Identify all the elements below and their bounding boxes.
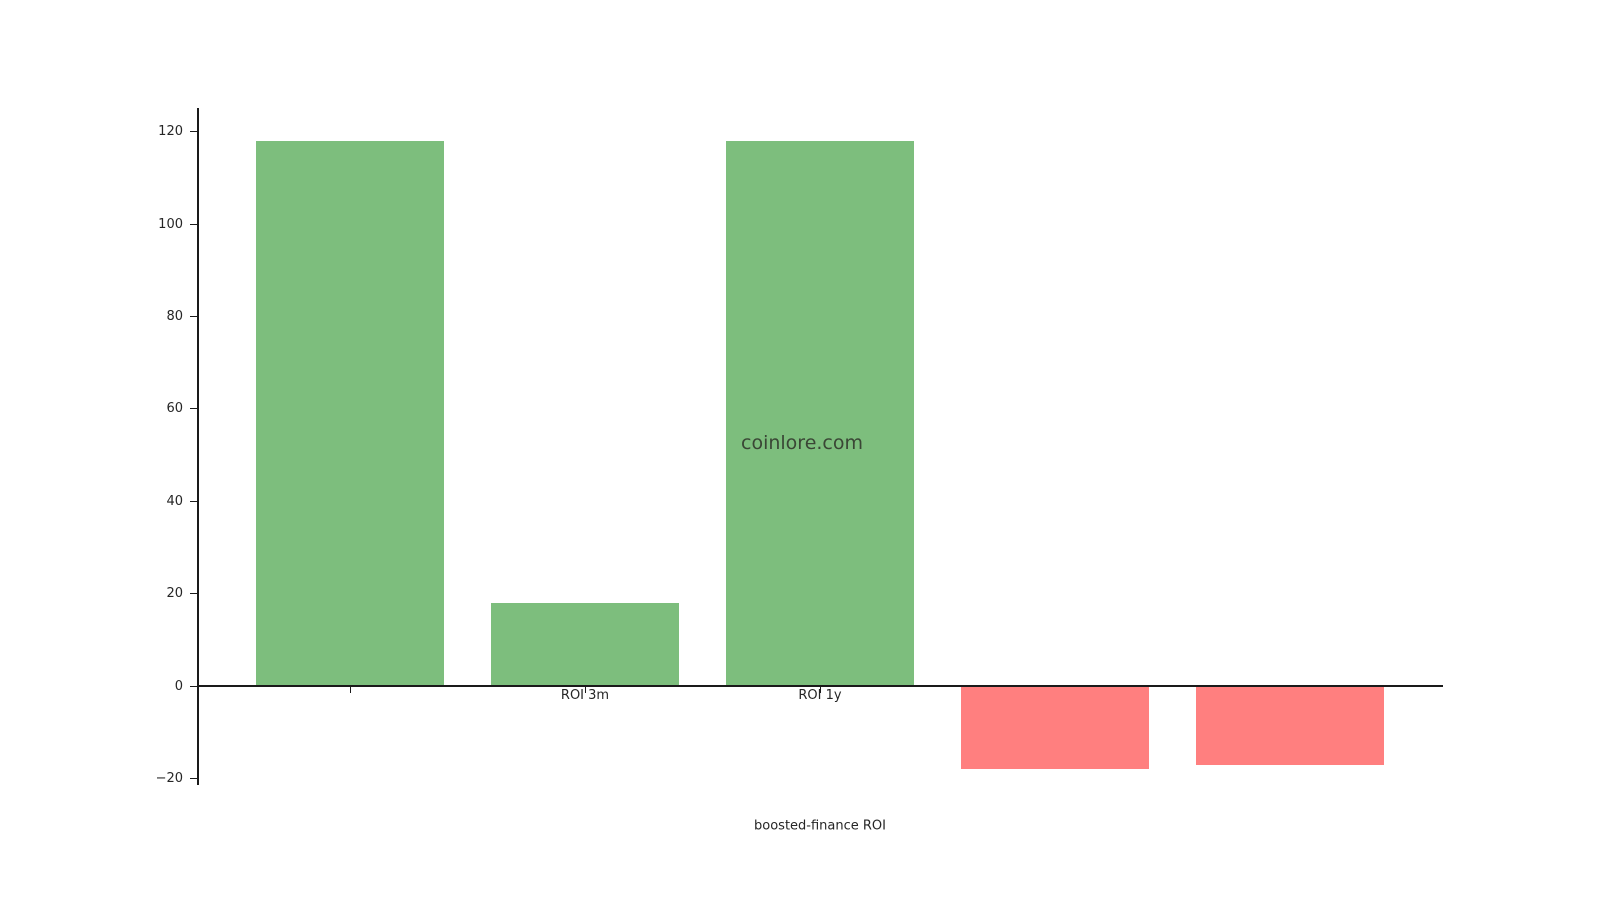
- bar-positive: [726, 140, 914, 686]
- x-axis-line: [197, 685, 1443, 687]
- y-tick: [190, 408, 197, 410]
- x-tick: [584, 686, 586, 693]
- y-tick-label: 120: [158, 124, 183, 140]
- y-axis-spine: [197, 108, 199, 785]
- y-tick: [190, 500, 197, 502]
- x-tick: [349, 686, 351, 693]
- y-tick: [190, 131, 197, 133]
- bar-negative: [961, 686, 1149, 770]
- bar-positive: [256, 140, 444, 686]
- y-tick-label: 40: [166, 493, 183, 509]
- bar-negative: [1196, 686, 1384, 765]
- y-tick-label: 20: [166, 586, 183, 602]
- bar-positive: [491, 602, 679, 686]
- y-tick-label: 80: [166, 308, 183, 324]
- chart-title: boosted-finance ROI: [754, 818, 886, 834]
- y-tick-label: 0: [174, 678, 183, 694]
- x-tick-label: ROI 1y: [798, 688, 842, 703]
- x-tick: [819, 686, 821, 693]
- y-tick: [190, 223, 197, 225]
- y-tick: [190, 685, 197, 687]
- y-tick: [190, 315, 197, 318]
- y-tick: [190, 593, 197, 595]
- y-tick: [190, 777, 197, 780]
- y-tick-label: −20: [155, 770, 183, 786]
- x-tick-label: ROI 3m: [560, 688, 610, 703]
- y-tick-label: 60: [166, 401, 183, 417]
- y-tick-label: 100: [158, 216, 183, 232]
- watermark: coinlore.com: [741, 432, 863, 454]
